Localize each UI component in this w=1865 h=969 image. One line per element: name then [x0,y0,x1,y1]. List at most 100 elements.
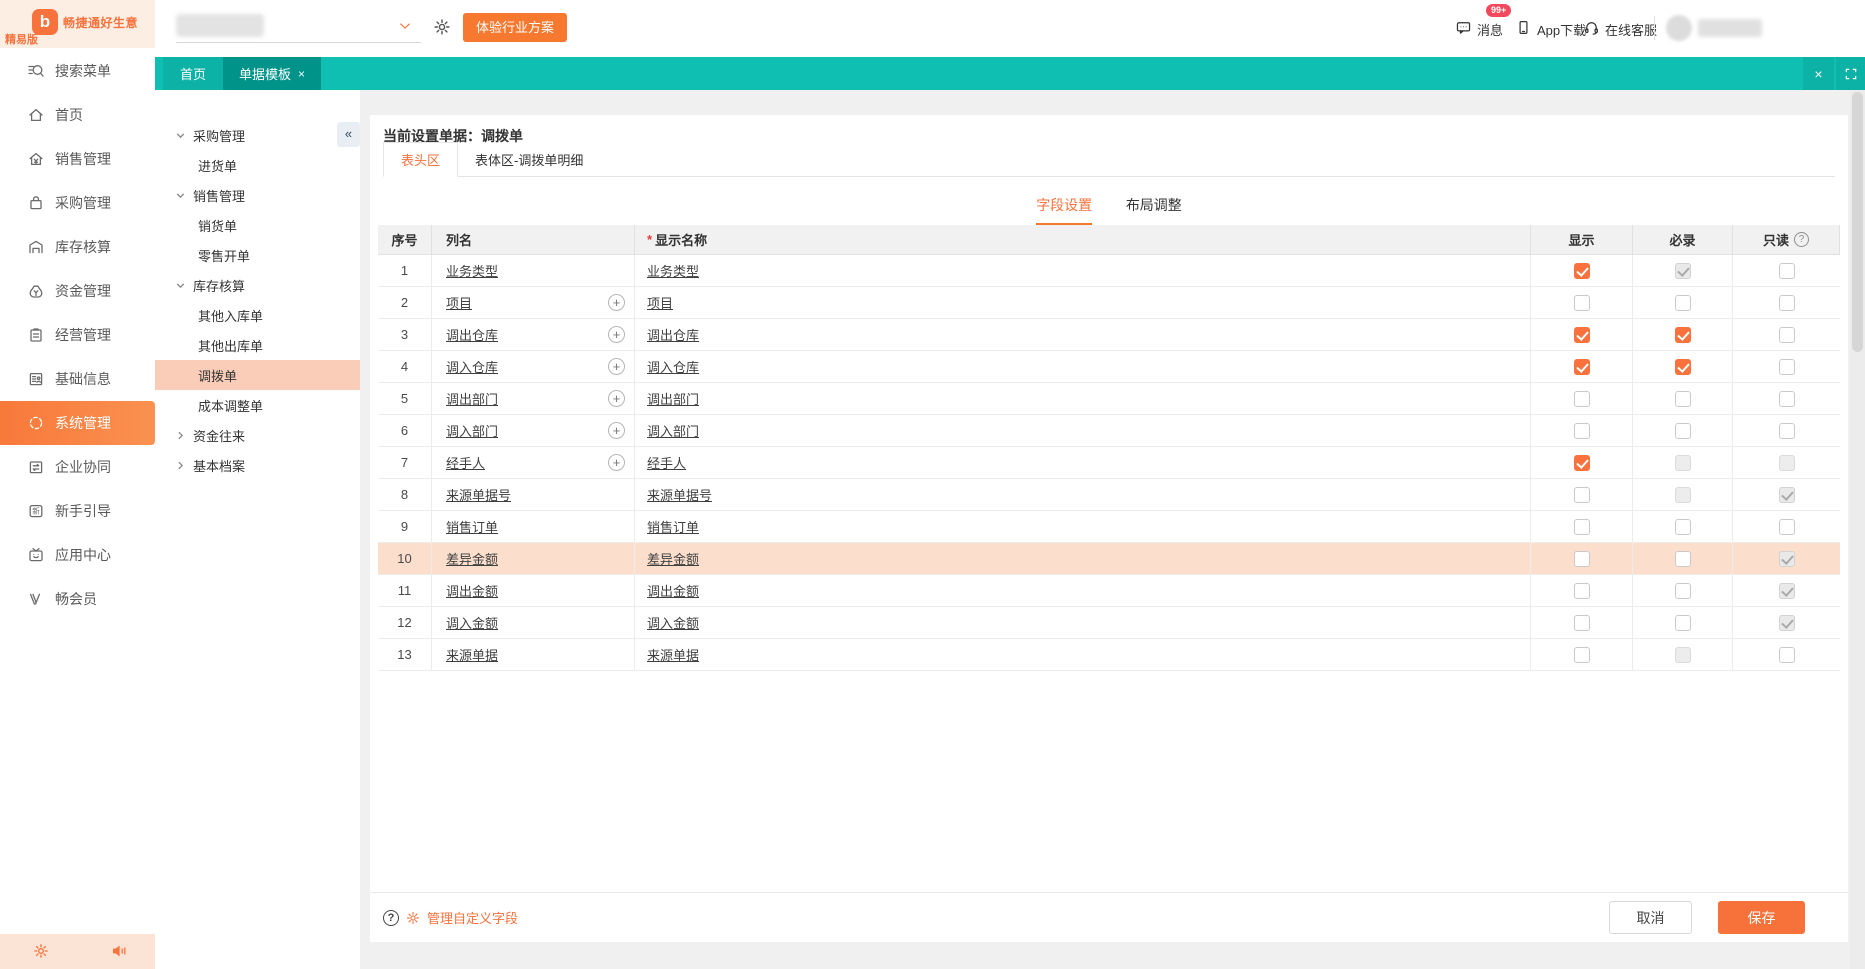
display-name-link[interactable]: 调出部门 [647,392,700,407]
tab-doc-template[interactable]: 单据模板 × [223,57,321,90]
column-name-link[interactable]: 来源单据 [446,648,499,663]
checkbox-show[interactable] [1573,550,1590,567]
display-name-link[interactable]: 调入部门 [647,424,700,439]
sidebar-item-member[interactable]: 畅会员 [0,577,155,621]
sidebar-item-system[interactable]: 系统管理 [0,401,155,445]
checkbox-required[interactable] [1674,358,1691,375]
tab-body-area[interactable]: 表体区-调拨单明细 [475,153,584,168]
checkbox-required[interactable] [1674,614,1691,631]
username-redacted[interactable] [1698,19,1762,37]
checkbox-show[interactable] [1573,614,1590,631]
display-name-link[interactable]: 来源单据 [647,648,700,663]
gear-icon[interactable] [432,17,452,40]
column-name-link[interactable]: 调入仓库 [446,360,499,375]
display-name-link[interactable]: 调入仓库 [647,360,700,375]
display-name-link[interactable]: 调出金额 [647,584,700,599]
column-name-link[interactable]: 调出金额 [446,584,499,599]
tab-header-area[interactable]: 表头区 [383,142,459,177]
tree-leaf-4[interactable]: 零售开单 [155,240,360,270]
column-name-link[interactable]: 项目 [446,296,473,311]
checkbox-readonly[interactable] [1778,390,1795,407]
tab-field-settings[interactable]: 字段设置 [1036,195,1093,226]
column-name-link[interactable]: 业务类型 [446,264,499,279]
sidebar-item-home[interactable]: 首页 [0,93,155,137]
checkbox-readonly[interactable] [1778,262,1795,279]
save-button[interactable]: 保存 [1718,901,1805,934]
checkbox-readonly[interactable] [1778,518,1795,535]
checkbox-readonly[interactable] [1778,358,1795,375]
display-name-link[interactable]: 调出仓库 [647,328,700,343]
sidebar-item-sales[interactable]: 销售管理 [0,137,155,181]
app-download-menu[interactable]: App下载 [1515,19,1586,39]
tree-group-0[interactable]: 采购管理 [155,120,360,150]
checkbox-required[interactable] [1674,518,1691,535]
checkbox-required[interactable] [1674,326,1691,343]
tree-group-5[interactable]: 库存核算 [155,270,360,300]
column-name-link[interactable]: 销售订单 [446,520,499,535]
avatar[interactable] [1666,15,1692,41]
sidebar-item-funds[interactable]: 资金管理 [0,269,155,313]
checkbox-required[interactable] [1674,294,1691,311]
checkbox-show[interactable] [1573,646,1590,663]
fullscreen-icon[interactable] [1836,57,1865,90]
display-name-link[interactable]: 来源单据号 [647,488,713,503]
checkbox-required[interactable] [1674,582,1691,599]
checkbox-required[interactable] [1674,422,1691,439]
messages-menu[interactable]: 消息 [1455,19,1503,39]
checkbox-show[interactable] [1573,358,1590,375]
tab-close-icon[interactable]: × [298,66,306,81]
column-name-link[interactable]: 差异金额 [446,552,499,567]
checkbox-readonly[interactable] [1778,326,1795,343]
checkbox-readonly[interactable] [1778,646,1795,663]
tree-group-11[interactable]: 基本档案 [155,450,360,480]
column-name-link[interactable]: 调入部门 [446,424,499,439]
sidebar-item-inventory[interactable]: 库存核算 [0,225,155,269]
checkbox-show[interactable] [1573,582,1590,599]
add-field-icon[interactable]: + [608,326,625,343]
scrollbar-thumb[interactable] [1852,92,1863,352]
checkbox-show[interactable] [1573,486,1590,503]
manage-custom-fields[interactable]: ? 管理自定义字段 [383,908,518,927]
sidebar-item-appcenter[interactable]: 应用中心 [0,533,155,577]
tree-leaf-1[interactable]: 进货单 [155,150,360,180]
tree-leaf-8[interactable]: 调拨单 [155,360,360,390]
sidebar-item-operations[interactable]: 经营管理 [0,313,155,357]
tab-layout-adjust[interactable]: 布局调整 [1125,197,1182,213]
tree-group-2[interactable]: 销售管理 [155,180,360,210]
display-name-link[interactable]: 差异金额 [647,552,700,567]
sound-mute-icon[interactable] [110,942,128,963]
checkbox-required[interactable] [1674,390,1691,407]
sidebar-item-search[interactable]: 搜索菜单 [0,49,155,93]
sidebar-item-purchase[interactable]: 采购管理 [0,181,155,225]
add-field-icon[interactable]: + [608,294,625,311]
sidebar-item-guide[interactable]: 新 新手引导 [0,489,155,533]
settings-gear-icon[interactable] [32,942,50,963]
online-service-menu[interactable]: 在线客服 [1583,19,1657,39]
tree-leaf-7[interactable]: 其他出库单 [155,330,360,360]
sidebar-item-collab[interactable]: 企业协同 [0,445,155,489]
tree-leaf-9[interactable]: 成本调整单 [155,390,360,420]
add-field-icon[interactable]: + [608,390,625,407]
display-name-link[interactable]: 调入金额 [647,616,700,631]
add-field-icon[interactable]: + [608,454,625,471]
column-name-link[interactable]: 经手人 [446,456,486,471]
display-name-link[interactable]: 业务类型 [647,264,700,279]
checkbox-show[interactable] [1573,294,1590,311]
checkbox-show[interactable] [1573,262,1590,279]
collapse-panel-button[interactable]: « [337,122,360,147]
checkbox-show[interactable] [1573,390,1590,407]
column-name-link[interactable]: 调出仓库 [446,328,499,343]
checkbox-show[interactable] [1573,454,1590,471]
add-field-icon[interactable]: + [608,422,625,439]
checkbox-required[interactable] [1674,550,1691,567]
add-field-icon[interactable]: + [608,358,625,375]
cancel-button[interactable]: 取消 [1609,901,1692,934]
column-name-link[interactable]: 来源单据号 [446,488,512,503]
checkbox-show[interactable] [1573,326,1590,343]
sidebar-item-baseinfo[interactable]: 基础信息 [0,357,155,401]
display-name-link[interactable]: 项目 [647,296,674,311]
tree-group-10[interactable]: 资金往来 [155,420,360,450]
close-all-tabs-icon[interactable]: × [1803,57,1834,90]
tree-leaf-6[interactable]: 其他入库单 [155,300,360,330]
industry-solution-button[interactable]: 体验行业方案 [463,13,568,42]
